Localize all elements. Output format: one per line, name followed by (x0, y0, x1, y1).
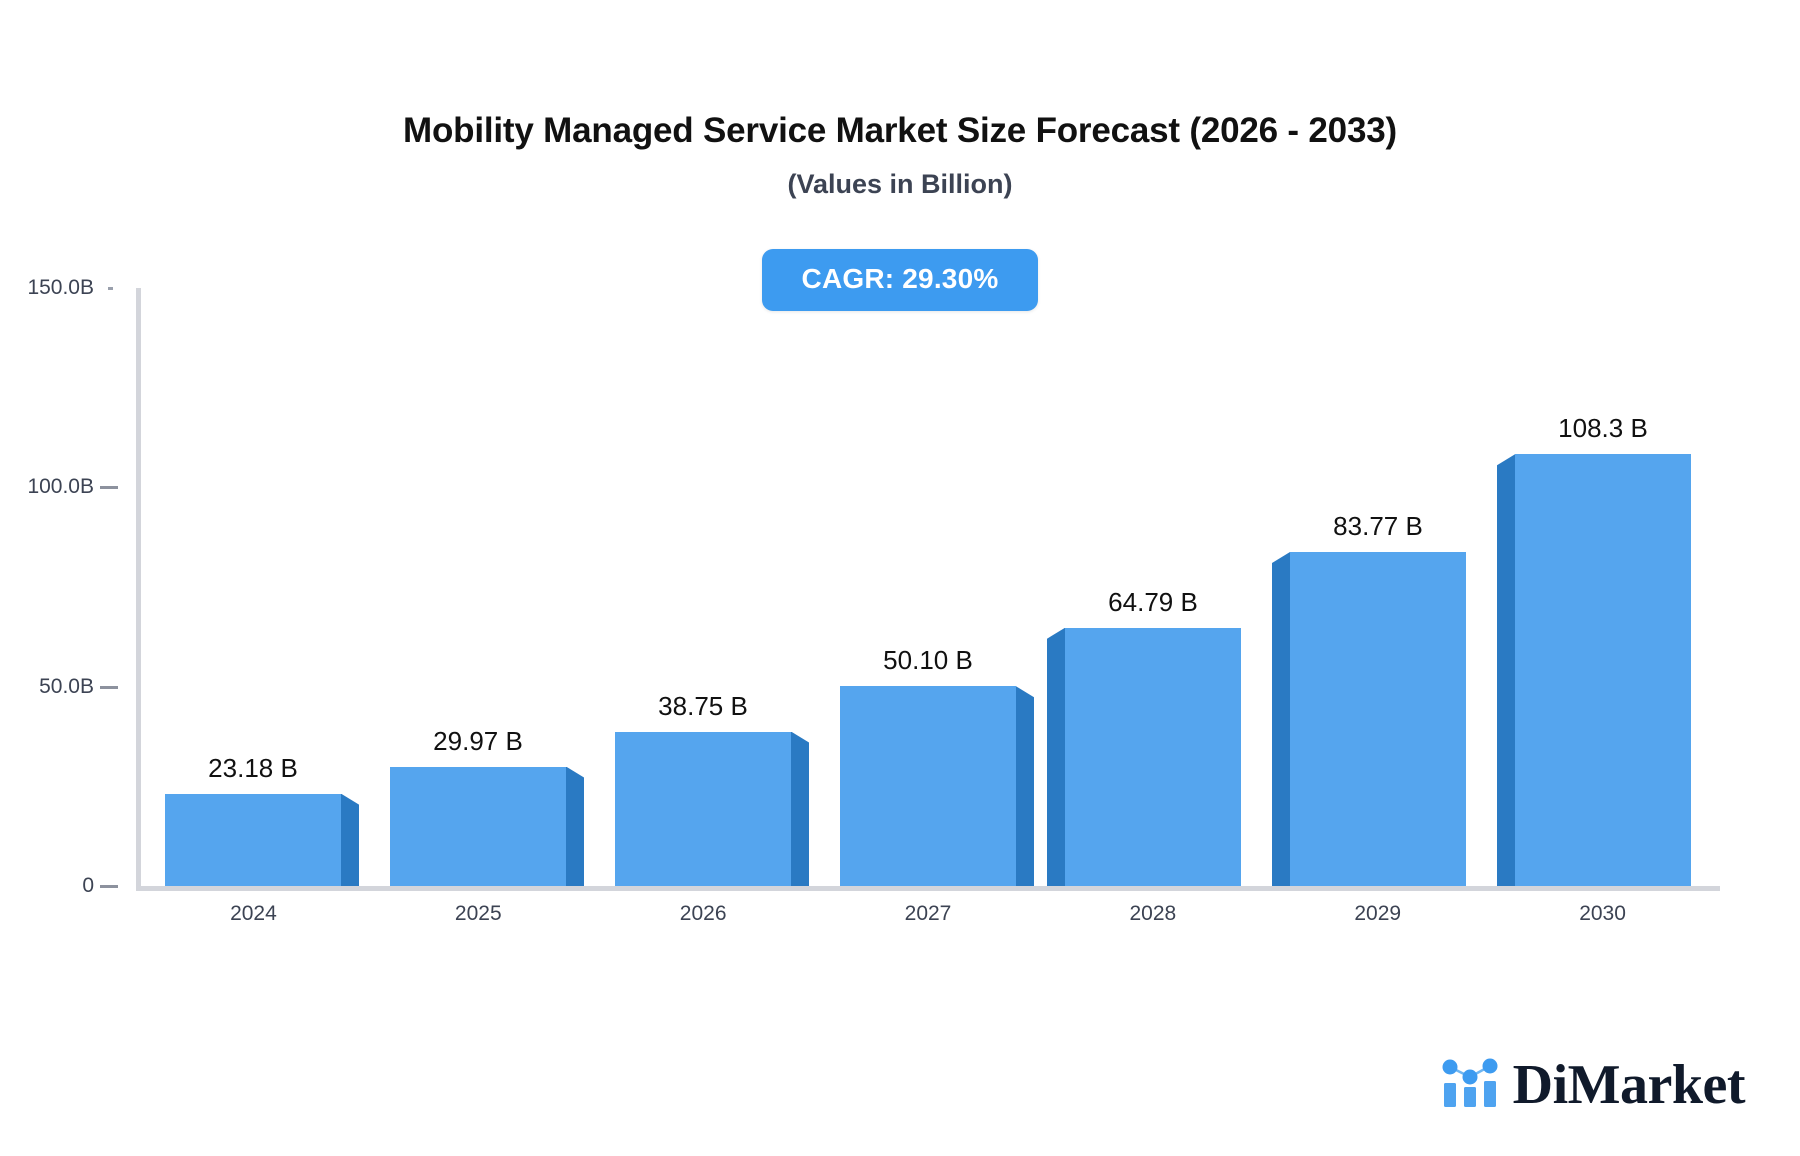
bar-2029[interactable]: 83.77 B (1272, 513, 1466, 886)
x-axis-tick-label: 2025 (454, 902, 502, 925)
bar-value-label: 83.77 B (1333, 511, 1423, 542)
cagr-badge-container: CAGR: 29.30% (0, 249, 1800, 311)
y-axis-tick-mark (100, 685, 118, 689)
y-axis-tick-label: 150.0B (27, 276, 94, 299)
x-axis-tick-label: 2027 (904, 902, 952, 925)
bar-value-label: 23.18 B (208, 752, 298, 783)
brand-logo-text: DiMarket (1512, 1053, 1746, 1116)
y-axis-tick-label: 100.0B (27, 475, 94, 499)
bar-2028[interactable]: 64.79 B (1047, 589, 1241, 886)
chart-title: Mobility Managed Service Market Size For… (403, 111, 1397, 150)
bar-front-face (165, 793, 341, 886)
y-axis-tick-mark (100, 486, 118, 490)
x-axis-tick-label: 2028 (1129, 902, 1177, 925)
chart-header: Mobility Managed Service Market Size For… (0, 0, 1800, 198)
bar-front-face (840, 686, 1016, 886)
x-axis-line (136, 886, 1720, 891)
y-axis-tick-mark (100, 885, 118, 888)
bar-side-face (1497, 454, 1515, 886)
bar-value-label: 29.97 B (433, 725, 523, 756)
bar-front-face (1290, 552, 1466, 886)
bar-value-label: 50.10 B (883, 645, 973, 676)
y-axis-tick-label: 50.0B (39, 674, 94, 698)
bar-2030[interactable]: 108.3 B (1497, 415, 1691, 886)
x-axis-tick-label: 2026 (679, 902, 727, 925)
bar-value-label: 38.75 B (658, 690, 748, 721)
bar-front-face (615, 731, 791, 886)
y-axis-tick-label: 0 (82, 874, 94, 897)
bar-2026[interactable]: 38.75 B (615, 693, 809, 886)
x-axis-tick-label: 2029 (1354, 902, 1402, 925)
bar-front-face (1065, 627, 1241, 886)
bar-2027[interactable]: 50.10 B (840, 647, 1034, 886)
y-axis-line (136, 288, 141, 889)
bar-chart-logo-icon (1441, 1055, 1499, 1114)
bar-side-face (791, 731, 809, 886)
bar-side-face (1016, 686, 1034, 886)
bar-side-face (1272, 552, 1290, 886)
bar-front-face (390, 766, 566, 886)
x-axis-tick-label: 2024 (230, 902, 277, 925)
chart-subtitle: (Values in Billion) (787, 169, 1013, 199)
brand-logo: DiMarket (1441, 1053, 1746, 1116)
bar-value-label: 64.79 B (1108, 586, 1198, 617)
x-axis-tick-label: 2030 (1579, 902, 1626, 925)
bar-value-label: 108.3 B (1558, 413, 1648, 444)
bar-2024[interactable]: 23.18 B (165, 755, 359, 886)
y-axis-tick-mark (108, 287, 113, 290)
cagr-badge: CAGR: 29.30% (761, 249, 1039, 311)
bar-side-face (566, 766, 584, 886)
bar-front-face (1515, 454, 1691, 886)
bar-2025[interactable]: 29.97 B (390, 728, 584, 886)
bar-side-face (1047, 627, 1065, 886)
bar-side-face (341, 793, 359, 886)
